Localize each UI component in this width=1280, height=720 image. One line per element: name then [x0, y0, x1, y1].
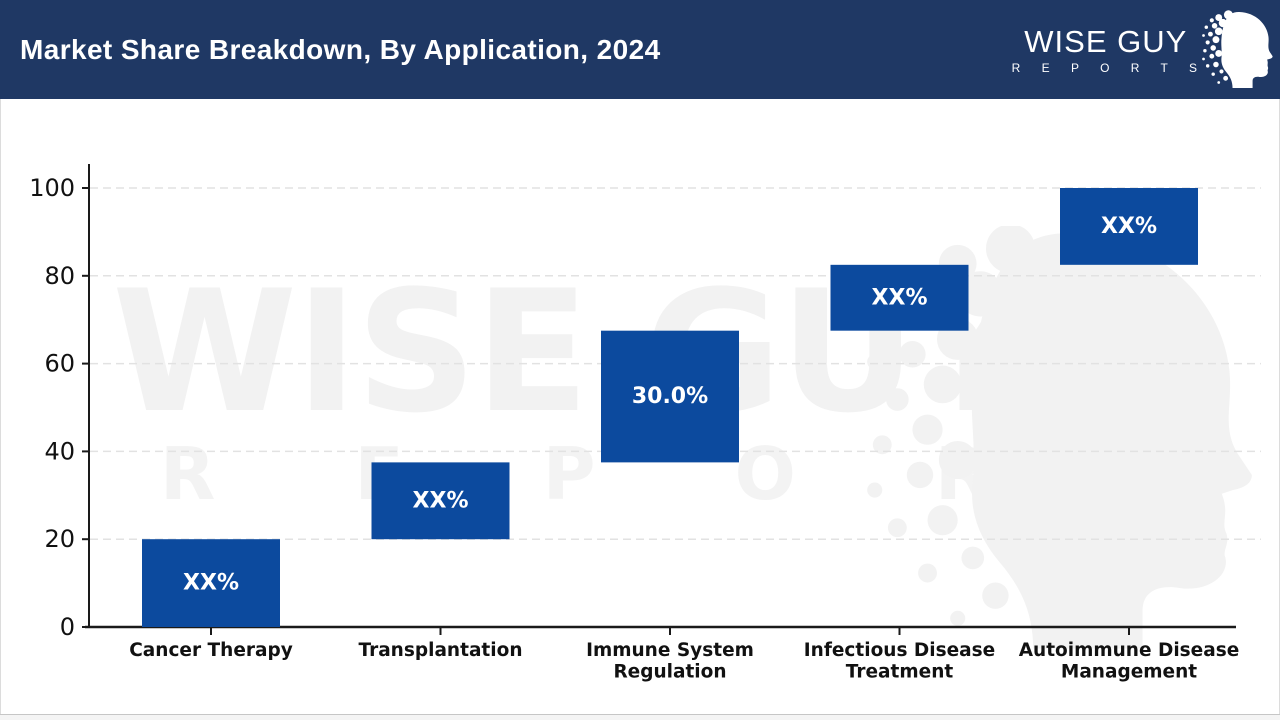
- bar-immune-system-regulation: [601, 330, 739, 463]
- category-label-infectious-disease-treatment-line2: Treatment: [846, 662, 954, 683]
- category-label-transplantation: Transplantation: [358, 640, 522, 661]
- category-label-infectious-disease-treatment: Infectious Disease: [804, 640, 995, 661]
- y-tick-label-40: 40: [44, 437, 75, 465]
- bar-label-immune-system-regulation: 30.0%: [632, 384, 708, 409]
- y-tick-label-0: 0: [60, 613, 75, 641]
- bar-cancer-therapy: [142, 539, 280, 627]
- logo-head-icon: [1202, 10, 1273, 88]
- bar-transplantation: [371, 462, 510, 540]
- y-tick-label-60: 60: [44, 350, 75, 378]
- chart-title: Market Share Breakdown, By Application, …: [20, 33, 661, 65]
- logo-text: WISE GUY R E P O R T S: [1006, 26, 1206, 75]
- logo-wordmark: WISE GUY: [1024, 23, 1188, 59]
- y-tick-label-20: 20: [44, 525, 75, 553]
- bar-label-infectious-disease-treatment: XX%: [872, 285, 928, 310]
- logo-subtitle: R E P O R T S: [1011, 60, 1206, 75]
- wise-guy-reports-logo: WISE GUY R E P O R T S: [1006, 4, 1274, 96]
- category-label-autoimmune-disease-management-line2: Management: [1061, 662, 1197, 683]
- category-label-autoimmune-disease-management: Autoimmune Disease: [1019, 640, 1240, 661]
- category-label-immune-system-regulation-line2: Regulation: [613, 662, 726, 683]
- category-label-immune-system-regulation: Immune System: [586, 640, 754, 661]
- y-tick-label-80: 80: [44, 262, 75, 290]
- bar-label-transplantation: XX%: [413, 488, 469, 513]
- bar-label-cancer-therapy: XX%: [183, 571, 239, 596]
- footer-strip: [0, 714, 1280, 720]
- header-band: Market Share Breakdown, By Application, …: [0, 0, 1280, 99]
- bar-label-autoimmune-disease-management: XX%: [1101, 214, 1157, 239]
- y-tick-label-100: 100: [29, 174, 75, 202]
- category-label-cancer-therapy: Cancer Therapy: [129, 640, 293, 661]
